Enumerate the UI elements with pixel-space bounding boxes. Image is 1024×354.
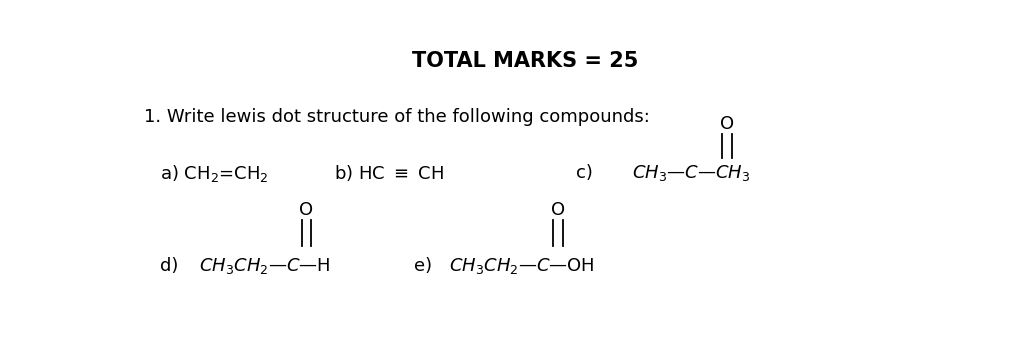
- Text: TOTAL MARKS = 25: TOTAL MARKS = 25: [412, 51, 638, 71]
- Text: O: O: [551, 201, 565, 219]
- Text: c): c): [577, 164, 593, 182]
- Text: 1. Write lewis dot structure of the following compounds:: 1. Write lewis dot structure of the foll…: [143, 108, 650, 126]
- Text: e): e): [414, 257, 432, 275]
- Text: b) HC $\equiv$ CH: b) HC $\equiv$ CH: [334, 163, 444, 183]
- Text: $\mathit{CH_3CH_2}$—$\mathit{C}$—OH: $\mathit{CH_3CH_2}$—$\mathit{C}$—OH: [450, 256, 595, 276]
- Text: O: O: [299, 201, 313, 219]
- Text: d): d): [160, 257, 178, 275]
- Text: O: O: [720, 115, 734, 133]
- Text: a) CH$_2$=CH$_2$: a) CH$_2$=CH$_2$: [160, 163, 268, 184]
- Text: $\mathit{CH_3}$—$\mathit{C}$—$\mathit{CH_3}$: $\mathit{CH_3}$—$\mathit{C}$—$\mathit{CH…: [632, 163, 751, 183]
- Text: $\mathit{CH_3CH_2}$—$\mathit{C}$—H: $\mathit{CH_3CH_2}$—$\mathit{C}$—H: [200, 256, 331, 276]
